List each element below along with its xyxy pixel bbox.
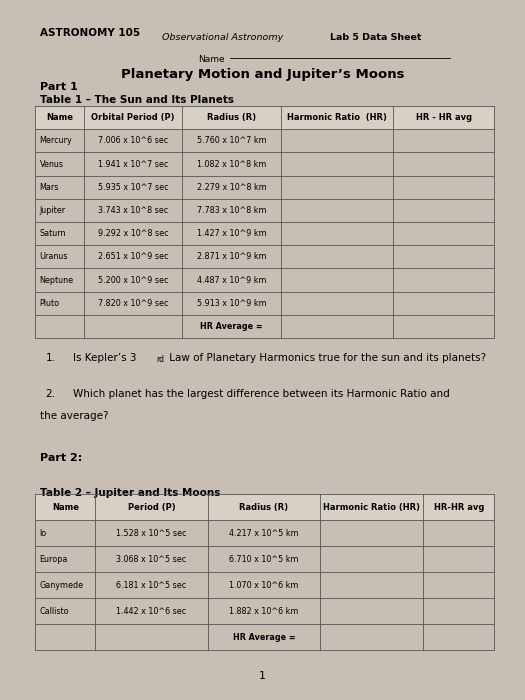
Text: Io: Io xyxy=(39,528,47,538)
Text: the average?: the average? xyxy=(40,411,109,421)
Text: 1.941 x 10^7 sec: 1.941 x 10^7 sec xyxy=(98,160,168,169)
Bar xyxy=(36,106,495,130)
Text: Name: Name xyxy=(198,55,225,64)
Text: Europa: Europa xyxy=(39,554,68,564)
Text: Jupiter: Jupiter xyxy=(39,206,66,215)
Text: Orbital Period (P): Orbital Period (P) xyxy=(91,113,175,122)
Text: 7.783 x 10^8 km: 7.783 x 10^8 km xyxy=(197,206,267,215)
Text: Name: Name xyxy=(52,503,79,512)
Text: 4.217 x 10^5 km: 4.217 x 10^5 km xyxy=(229,528,299,538)
Bar xyxy=(36,494,495,520)
Text: 6.710 x 10^5 km: 6.710 x 10^5 km xyxy=(229,554,299,564)
Text: Ganymede: Ganymede xyxy=(39,581,83,589)
Text: 1.427 x 10^9 km: 1.427 x 10^9 km xyxy=(197,229,267,238)
Text: Part 1: Part 1 xyxy=(40,82,78,92)
Text: Planetary Motion and Jupiter’s Moons: Planetary Motion and Jupiter’s Moons xyxy=(121,68,404,80)
Text: 5.200 x 10^9 sec: 5.200 x 10^9 sec xyxy=(98,276,169,285)
Text: HR Average =: HR Average = xyxy=(201,322,263,331)
Text: 1.070 x 10^6 km: 1.070 x 10^6 km xyxy=(229,581,299,589)
Text: HR-HR avg: HR-HR avg xyxy=(434,503,484,512)
Text: Radius (R): Radius (R) xyxy=(207,113,256,122)
Text: Mars: Mars xyxy=(39,183,59,192)
Text: Callisto: Callisto xyxy=(39,607,69,615)
Text: Venus: Venus xyxy=(39,160,64,169)
Text: 3.743 x 10^8 sec: 3.743 x 10^8 sec xyxy=(98,206,168,215)
Text: 7.820 x 10^9 sec: 7.820 x 10^9 sec xyxy=(98,299,169,308)
Text: 2.871 x 10^9 km: 2.871 x 10^9 km xyxy=(197,253,267,261)
Text: Observational Astronomy: Observational Astronomy xyxy=(162,33,284,42)
Text: 5.935 x 10^7 sec: 5.935 x 10^7 sec xyxy=(98,183,169,192)
Text: 1.082 x 10^8 km: 1.082 x 10^8 km xyxy=(197,160,266,169)
Text: 6.181 x 10^5 sec: 6.181 x 10^5 sec xyxy=(116,581,186,589)
Text: 2.279 x 10^8 km: 2.279 x 10^8 km xyxy=(197,183,267,192)
Text: 1.: 1. xyxy=(45,353,55,363)
Text: Harmonic Ratio  (HR): Harmonic Ratio (HR) xyxy=(287,113,387,122)
Text: ASTRONOMY 105: ASTRONOMY 105 xyxy=(40,28,141,38)
Text: Is Kepler’s 3: Is Kepler’s 3 xyxy=(72,353,136,363)
Text: 2.: 2. xyxy=(45,389,55,398)
Text: 1.882 x 10^6 km: 1.882 x 10^6 km xyxy=(229,607,299,615)
Text: Which planet has the largest difference between its Harmonic Ratio and: Which planet has the largest difference … xyxy=(72,389,449,398)
Text: Radius (R): Radius (R) xyxy=(239,503,288,512)
Text: 2.651 x 10^9 sec: 2.651 x 10^9 sec xyxy=(98,253,169,261)
Text: 5.913 x 10^9 km: 5.913 x 10^9 km xyxy=(197,299,267,308)
Text: Uranus: Uranus xyxy=(39,253,68,261)
Text: Part 2:: Part 2: xyxy=(40,454,82,463)
Text: Table 2 – Jupiter and Its Moons: Table 2 – Jupiter and Its Moons xyxy=(40,488,221,498)
Text: Harmonic Ratio (HR): Harmonic Ratio (HR) xyxy=(323,503,420,512)
Text: rd: rd xyxy=(156,355,164,364)
Text: 7.006 x 10^6 sec: 7.006 x 10^6 sec xyxy=(98,136,168,146)
Text: Period (P): Period (P) xyxy=(128,503,175,512)
Text: 1.442 x 10^6 sec: 1.442 x 10^6 sec xyxy=(116,607,186,615)
Text: 3.068 x 10^5 sec: 3.068 x 10^5 sec xyxy=(116,554,186,564)
Text: Neptune: Neptune xyxy=(39,276,74,285)
Text: Mercury: Mercury xyxy=(39,136,72,146)
Text: 1.528 x 10^5 sec: 1.528 x 10^5 sec xyxy=(116,528,186,538)
Text: 5.760 x 10^7 km: 5.760 x 10^7 km xyxy=(197,136,267,146)
Text: 9.292 x 10^8 sec: 9.292 x 10^8 sec xyxy=(98,229,169,238)
Text: HR Average =: HR Average = xyxy=(233,633,295,641)
Text: Lab 5 Data Sheet: Lab 5 Data Sheet xyxy=(330,33,422,42)
Text: 1: 1 xyxy=(259,671,266,680)
Text: Name: Name xyxy=(46,113,73,122)
Text: Law of Planetary Harmonics true for the sun and its planets?: Law of Planetary Harmonics true for the … xyxy=(166,353,486,363)
Text: Pluto: Pluto xyxy=(39,299,59,308)
Text: HR - HR avg: HR - HR avg xyxy=(416,113,472,122)
Text: Saturn: Saturn xyxy=(39,229,66,238)
Text: Table 1 – The Sun and Its Planets: Table 1 – The Sun and Its Planets xyxy=(40,95,235,105)
Text: 4.487 x 10^9 km: 4.487 x 10^9 km xyxy=(197,276,267,285)
